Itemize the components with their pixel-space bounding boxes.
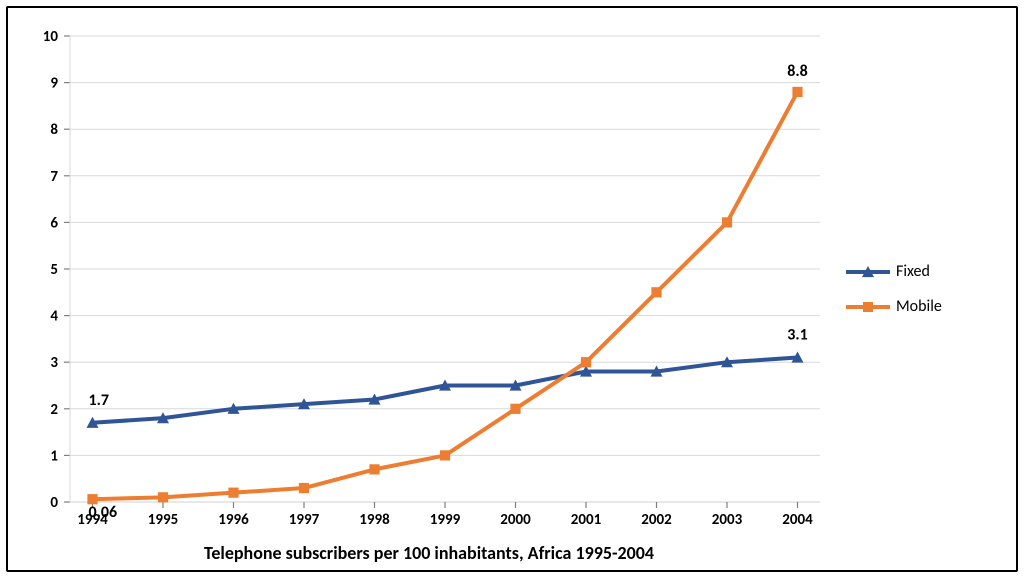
- legend-swatch: [846, 300, 890, 314]
- legend-label: Mobile: [896, 297, 942, 316]
- chart-svg: 0123456789101994199519961997199819992000…: [18, 14, 840, 536]
- x-axis-title: Telephone subscribers per 100 inhabitant…: [18, 536, 840, 564]
- svg-text:0.06: 0.06: [89, 503, 118, 522]
- svg-text:2000: 2000: [500, 511, 531, 529]
- svg-text:2003: 2003: [712, 511, 743, 529]
- chart-wrap: 0123456789101994199519961997199819992000…: [18, 14, 1006, 564]
- legend-item-fixed: Fixed: [846, 262, 942, 281]
- svg-text:3.1: 3.1: [787, 326, 808, 345]
- chart-frame: 0123456789101994199519961997199819992000…: [6, 6, 1018, 572]
- legend: Fixed Mobile: [846, 262, 942, 316]
- legend-item-mobile: Mobile: [846, 297, 942, 316]
- svg-text:8: 8: [50, 121, 58, 139]
- plot-column: 0123456789101994199519961997199819992000…: [18, 14, 840, 564]
- svg-text:2004: 2004: [782, 511, 813, 529]
- svg-text:4: 4: [50, 308, 58, 326]
- svg-text:1996: 1996: [218, 511, 249, 529]
- svg-text:5: 5: [50, 261, 58, 279]
- svg-text:3: 3: [50, 354, 58, 372]
- svg-text:1997: 1997: [289, 511, 320, 529]
- series-fixed: 1.7 3.1: [87, 326, 808, 428]
- svg-text:1.7: 1.7: [89, 391, 110, 410]
- svg-text:7: 7: [50, 168, 58, 186]
- svg-text:1: 1: [50, 447, 58, 465]
- svg-text:10: 10: [43, 28, 59, 46]
- svg-text:6: 6: [50, 214, 58, 232]
- svg-text:9: 9: [50, 75, 58, 93]
- svg-text:1998: 1998: [359, 511, 390, 529]
- legend-column: Fixed Mobile: [840, 14, 1006, 564]
- series-mobile: 0.06 8.8: [87, 62, 807, 522]
- svg-text:8.8: 8.8: [787, 62, 808, 81]
- svg-text:2001: 2001: [571, 511, 602, 529]
- legend-label: Fixed: [896, 262, 930, 281]
- svg-text:1995: 1995: [148, 511, 178, 529]
- svg-text:1999: 1999: [430, 511, 461, 529]
- svg-text:2002: 2002: [641, 511, 672, 529]
- legend-swatch: [846, 265, 890, 279]
- page-outer: 0123456789101994199519961997199819992000…: [0, 0, 1024, 578]
- svg-text:0: 0: [50, 494, 58, 512]
- plot-svg-holder: 0123456789101994199519961997199819992000…: [18, 14, 840, 536]
- svg-text:2: 2: [50, 401, 58, 419]
